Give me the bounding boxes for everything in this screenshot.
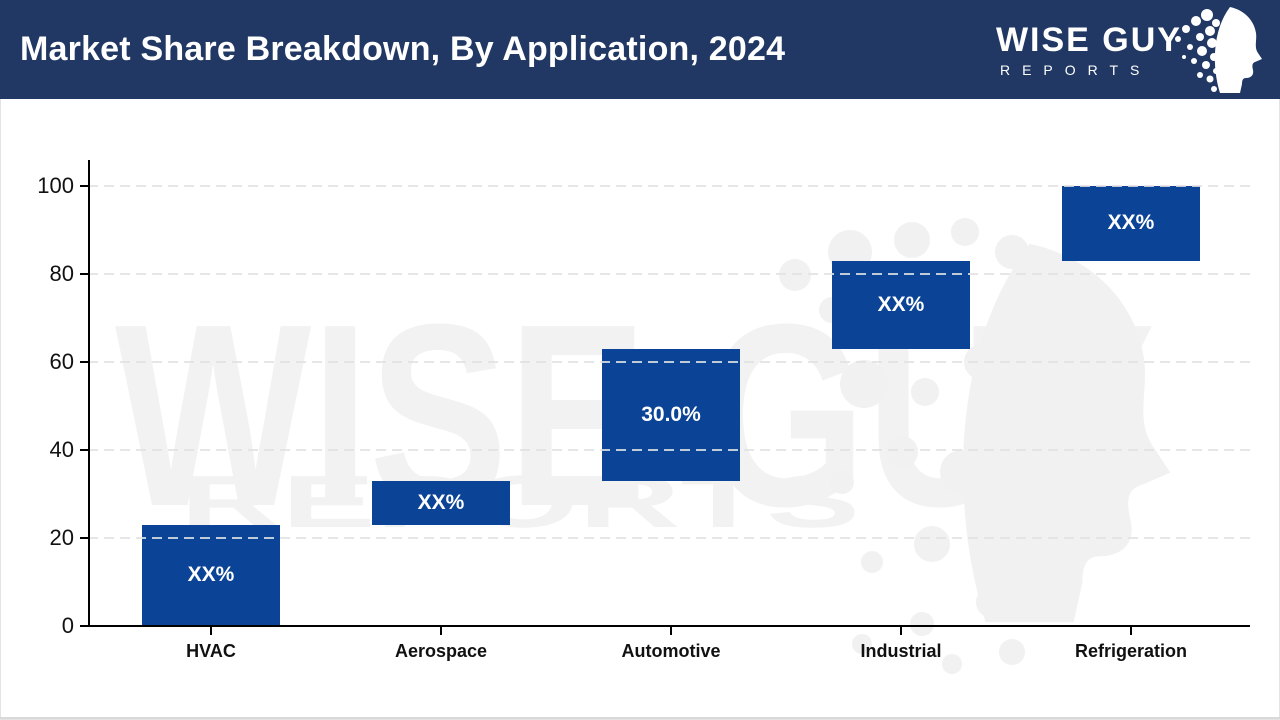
y-tick-mark: [80, 537, 88, 539]
y-tick-label-0: 0: [61, 613, 74, 638]
x-tick-mark: [900, 627, 902, 635]
bar-label-industrial: XX%: [877, 292, 925, 316]
bar-automotive: 30.0%: [602, 348, 740, 481]
bar-refrigeration: XX%: [1062, 186, 1200, 261]
y-tick-mark: [80, 361, 88, 363]
y-tick-mark: [80, 625, 88, 627]
y-tick-mark: [80, 273, 88, 275]
y-tick-label-100: 100: [37, 173, 74, 198]
gridline-60: [88, 361, 1250, 363]
gridline-80: [88, 273, 1250, 275]
bar-label-aerospace: XX%: [417, 490, 465, 514]
gridline-40: [88, 449, 1250, 451]
x-tick-mark: [440, 627, 442, 635]
x-tick-label-industrial: Industrial: [860, 641, 942, 661]
x-tick-label-aerospace: Aerospace: [394, 641, 488, 661]
watermark-reports-text: REPORTS: [180, 460, 860, 543]
gridline-20: [88, 537, 1250, 539]
y-tick-mark: [80, 449, 88, 451]
bar-hvac: XX%: [142, 524, 280, 626]
x-tick-mark: [210, 627, 212, 635]
bar-aerospace: XX%: [372, 480, 510, 525]
y-tick-label-20: 20: [49, 525, 74, 550]
bar-label-automotive: 30.0%: [641, 402, 701, 426]
y-axis-spine: [88, 160, 90, 627]
x-tick-label-hvac: HVAC: [186, 641, 236, 661]
wise-guy-logo: WISE GUY REPORTS: [996, 5, 1266, 95]
y-tick-mark: [80, 185, 88, 187]
plot-area: WISE GUY REPORTS 0 20 40 60 80 100 XX% XX: [0, 99, 1280, 720]
y-tick-label-80: 80: [49, 261, 74, 286]
x-tick-label-refrigeration: Refrigeration: [1074, 641, 1188, 661]
y-tick-label-60: 60: [49, 349, 74, 374]
y-tick-label-40: 40: [49, 437, 74, 462]
bottom-divider: [0, 717, 1280, 719]
bar-label-hvac: XX%: [187, 563, 235, 587]
bar-label-refrigeration: XX%: [1107, 211, 1155, 235]
x-axis-spine: [88, 625, 1250, 627]
gridline-100: [88, 185, 1250, 187]
logo-face-icon: [1175, 6, 1262, 93]
chart-header: Market Share Breakdown, By Application, …: [0, 0, 1280, 99]
logo-reports-text: REPORTS: [999, 61, 1152, 78]
x-tick-mark: [1130, 627, 1132, 635]
x-tick-label-automotive: Automotive: [621, 641, 721, 661]
chart-title: Market Share Breakdown, By Application, …: [20, 30, 786, 68]
x-tick-mark: [670, 627, 672, 635]
logo-wordmark: WISE GUY: [995, 20, 1182, 59]
